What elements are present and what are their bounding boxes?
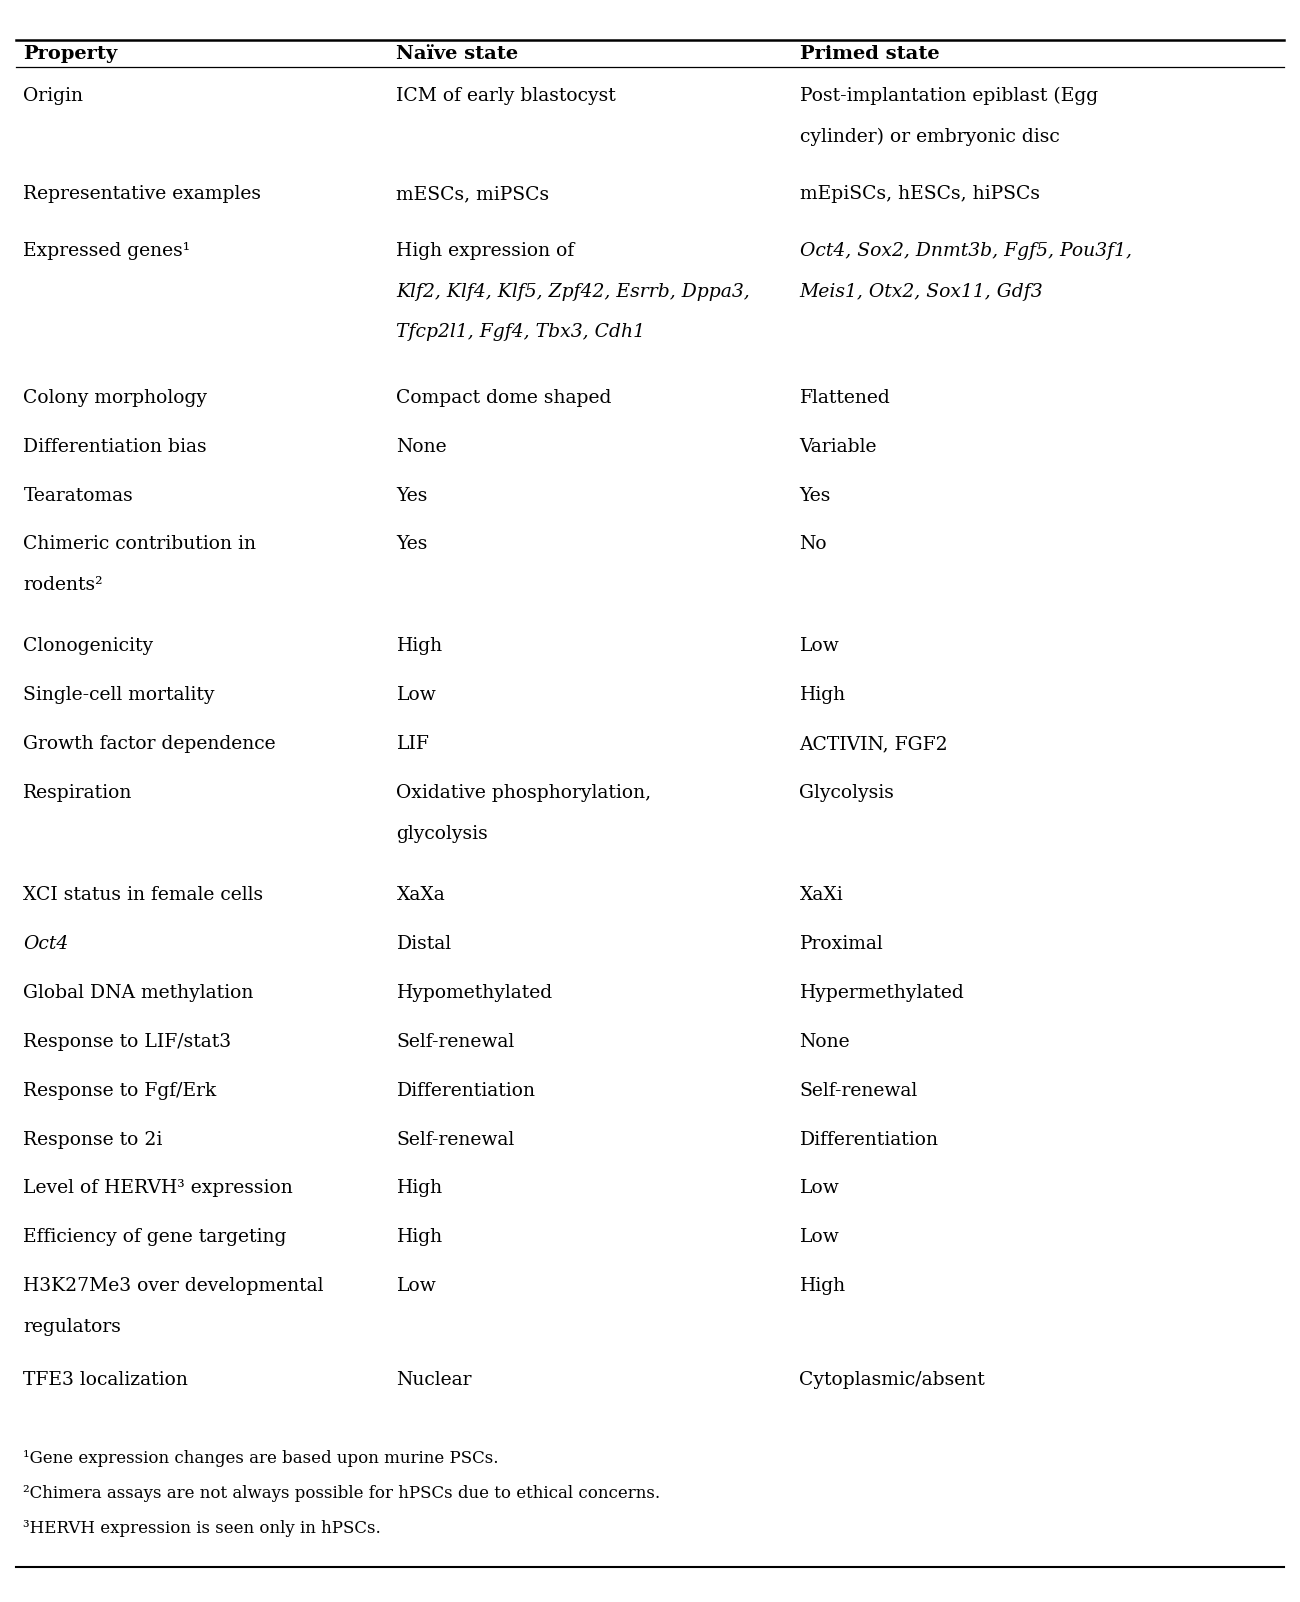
Text: High: High [396,1229,442,1246]
Text: Naïve state: Naïve state [396,45,519,62]
Text: Response to LIF/stat3: Response to LIF/stat3 [23,1033,231,1051]
Text: Differentiation: Differentiation [800,1131,939,1149]
Text: Meis1, Otx2, Sox11, Gdf3: Meis1, Otx2, Sox11, Gdf3 [800,282,1043,301]
Text: rodents²: rodents² [23,577,103,594]
Text: High: High [800,1277,845,1296]
Text: Hypomethylated: Hypomethylated [396,984,552,1001]
Text: Colony morphology: Colony morphology [23,389,208,407]
Text: Clonogenicity: Clonogenicity [23,638,153,655]
Text: Distal: Distal [396,936,451,953]
Text: Post-implantation epiblast (Egg: Post-implantation epiblast (Egg [800,87,1097,106]
Text: Respiration: Respiration [23,783,133,803]
Text: Low: Low [800,638,840,655]
Text: Cytoplasmic/absent: Cytoplasmic/absent [800,1371,985,1389]
Text: High: High [396,1179,442,1197]
Text: Low: Low [800,1179,840,1197]
Text: Growth factor dependence: Growth factor dependence [23,735,276,753]
Text: Differentiation: Differentiation [396,1081,536,1099]
Text: Chimeric contribution in: Chimeric contribution in [23,535,256,553]
Text: Response to 2i: Response to 2i [23,1131,162,1149]
Text: Glycolysis: Glycolysis [800,783,894,803]
Text: ICM of early blastocyst: ICM of early blastocyst [396,87,616,106]
Text: Hypermethylated: Hypermethylated [800,984,965,1001]
Text: Compact dome shaped: Compact dome shaped [396,389,612,407]
Text: Self-renewal: Self-renewal [396,1131,515,1149]
Text: Oct4, Sox2, Dnmt3b, Fgf5, Pou3f1,: Oct4, Sox2, Dnmt3b, Fgf5, Pou3f1, [800,242,1131,260]
Text: Efficiency of gene targeting: Efficiency of gene targeting [23,1229,287,1246]
Text: Self-renewal: Self-renewal [800,1081,918,1099]
Text: Representative examples: Representative examples [23,184,261,203]
Text: LIF: LIF [396,735,429,753]
Text: Oxidative phosphorylation,: Oxidative phosphorylation, [396,783,651,803]
Text: No: No [800,535,827,553]
Text: Nuclear: Nuclear [396,1371,472,1389]
Text: High: High [396,638,442,655]
Text: ²Chimera assays are not always possible for hPSCs due to ethical concerns.: ²Chimera assays are not always possible … [23,1485,660,1503]
Text: Global DNA methylation: Global DNA methylation [23,984,254,1001]
Text: Low: Low [396,1277,437,1296]
Text: Response to Fgf/Erk: Response to Fgf/Erk [23,1081,217,1099]
Text: cylinder) or embryonic disc: cylinder) or embryonic disc [800,128,1060,146]
Text: XaXi: XaXi [800,886,844,904]
Text: TFE3 localization: TFE3 localization [23,1371,188,1389]
Text: High expression of: High expression of [396,242,581,260]
Text: Klf2, Klf4, Klf5, Zpf42, Esrrb, Dppa3,: Klf2, Klf4, Klf5, Zpf42, Esrrb, Dppa3, [396,282,750,301]
Text: Yes: Yes [396,535,428,553]
Text: Proximal: Proximal [800,936,883,953]
Text: Expressed genes¹: Expressed genes¹ [23,242,191,260]
Text: Level of HERVH³ expression: Level of HERVH³ expression [23,1179,292,1197]
Text: Tearatomas: Tearatomas [23,487,133,505]
Text: Primed state: Primed state [800,45,939,62]
Text: XCI status in female cells: XCI status in female cells [23,886,264,904]
Text: Low: Low [396,686,437,705]
Text: ACTIVIN, FGF2: ACTIVIN, FGF2 [800,735,948,753]
Text: regulators: regulators [23,1318,121,1336]
Text: glycolysis: glycolysis [396,825,489,843]
Text: Single-cell mortality: Single-cell mortality [23,686,215,705]
Text: Differentiation bias: Differentiation bias [23,437,207,455]
Text: Yes: Yes [800,487,831,505]
Text: ³HERVH expression is seen only in hPSCs.: ³HERVH expression is seen only in hPSCs. [23,1520,381,1538]
Text: Property: Property [23,45,118,62]
Text: Oct4: Oct4 [23,936,69,953]
Text: H3K27Me3 over developmental: H3K27Me3 over developmental [23,1277,324,1296]
Text: Self-renewal: Self-renewal [396,1033,515,1051]
Text: None: None [396,437,447,455]
Text: ¹Gene expression changes are based upon murine PSCs.: ¹Gene expression changes are based upon … [23,1450,499,1467]
Text: Tfcp2l1, Fgf4, Tbx3, Cdh1: Tfcp2l1, Fgf4, Tbx3, Cdh1 [396,324,646,341]
Text: Origin: Origin [23,87,83,106]
Text: XaXa: XaXa [396,886,445,904]
Text: Low: Low [800,1229,840,1246]
Text: Variable: Variable [800,437,878,455]
Text: Yes: Yes [396,487,428,505]
Text: Flattened: Flattened [800,389,891,407]
Text: None: None [800,1033,850,1051]
Text: mEpiSCs, hESCs, hiPSCs: mEpiSCs, hESCs, hiPSCs [800,184,1040,203]
Text: mESCs, miPSCs: mESCs, miPSCs [396,184,550,203]
Text: High: High [800,686,845,705]
